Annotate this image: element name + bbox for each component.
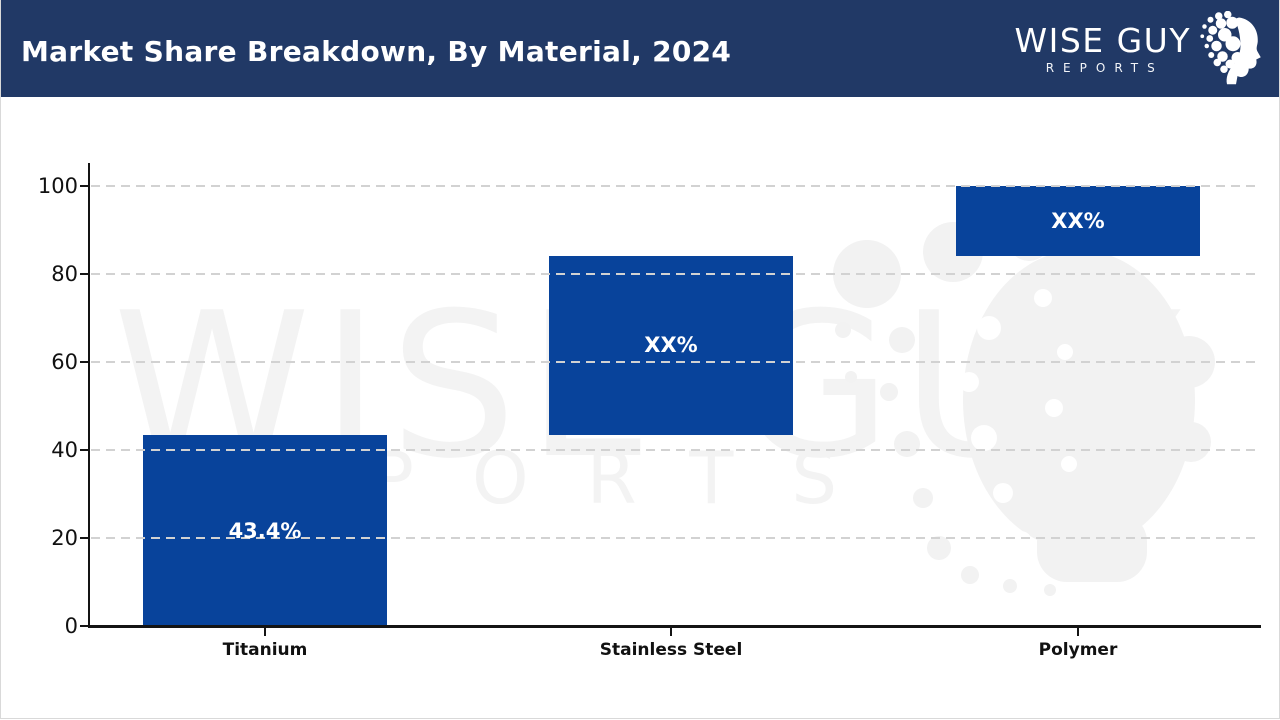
brand-logo-subtitle: REPORTS xyxy=(1045,60,1164,75)
gridline-60 xyxy=(91,361,1259,363)
y-tick-label-40: 40 xyxy=(51,438,78,462)
x-tick-label: Polymer xyxy=(1038,640,1118,660)
y-tick-label-20: 20 xyxy=(51,526,78,550)
y-tick-0 xyxy=(80,625,88,627)
y-tick-20 xyxy=(80,537,88,539)
header-bar: Market Share Breakdown, By Material, 202… xyxy=(1,0,1279,97)
brand-logo-head-icon xyxy=(1200,11,1261,85)
gridline-100 xyxy=(91,185,1259,187)
y-tick-label-60: 60 xyxy=(51,350,78,374)
x-tick-2 xyxy=(1077,628,1079,636)
watermark-head-logo xyxy=(833,219,1215,596)
y-tick-80 xyxy=(80,273,88,275)
y-tick-label-100: 100 xyxy=(37,174,78,198)
y-tick-100 xyxy=(80,185,88,187)
bar-titanium xyxy=(143,435,387,626)
y-axis-line xyxy=(88,163,90,628)
gridline-40 xyxy=(91,449,1259,451)
x-tick-label: Titanium xyxy=(222,640,308,660)
gridline-80 xyxy=(91,273,1259,275)
x-axis-line xyxy=(88,625,1261,628)
x-tick-0 xyxy=(264,628,266,636)
y-tick-label-0: 0 xyxy=(64,614,78,638)
x-tick-1 xyxy=(670,628,672,636)
bar-value-label: XX% xyxy=(1051,208,1105,233)
bar-value-label: XX% xyxy=(644,333,698,358)
gridline-20 xyxy=(91,537,1259,539)
x-tick-label: Stainless Steel xyxy=(599,640,743,660)
y-tick-60 xyxy=(80,361,88,363)
page-title: Market Share Breakdown, By Material, 202… xyxy=(21,35,732,68)
y-tick-label-80: 80 xyxy=(51,262,78,286)
brand-logo-wordmark: WISE GUY xyxy=(1014,21,1191,61)
y-tick-40 xyxy=(80,449,88,451)
brand-logo: WISE GUY REPORTS xyxy=(1014,11,1263,87)
bar-value-label: 43.4% xyxy=(228,518,302,543)
bar-stainless-steel xyxy=(549,255,793,436)
bar-polymer xyxy=(956,186,1200,256)
